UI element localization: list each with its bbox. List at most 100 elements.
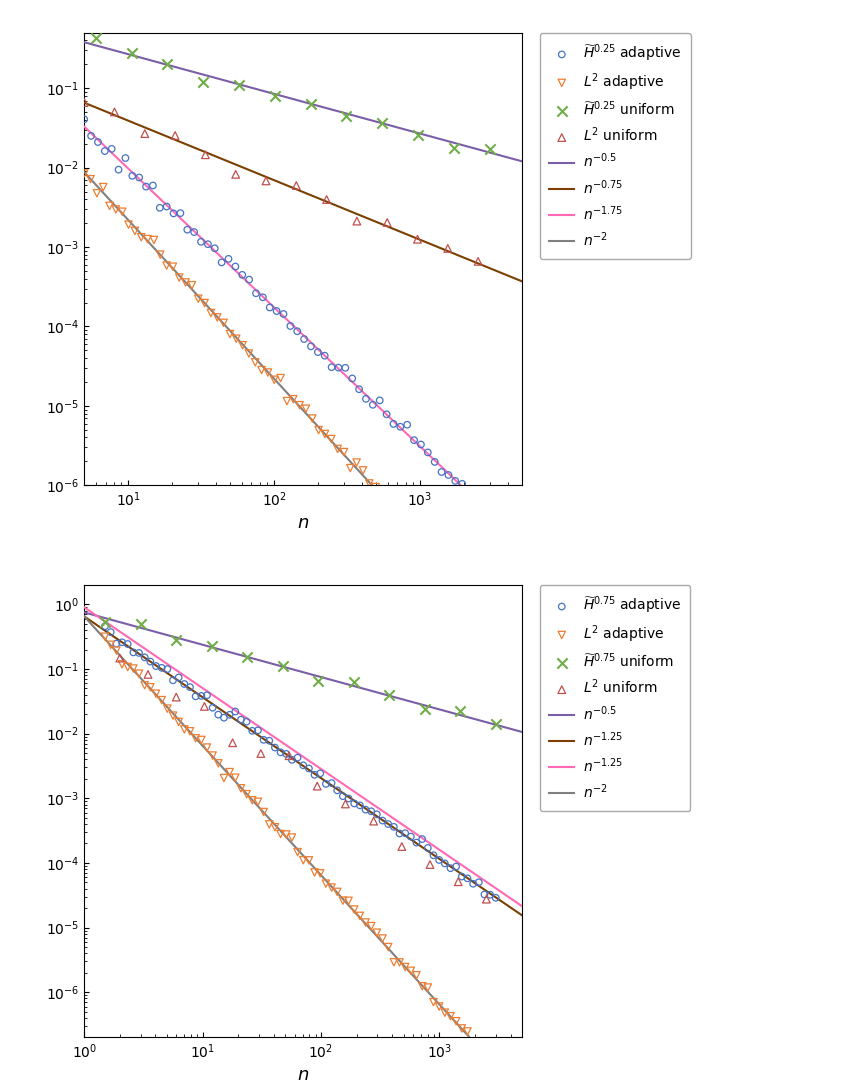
$L^2$ adaptive	[296, 852, 310, 869]
$L^2$ adaptive	[246, 792, 259, 809]
$\widetilde{H}^{0.75}$ adaptive	[392, 824, 406, 842]
X-axis label: $n$: $n$	[297, 1067, 309, 1084]
$\widetilde{H}^{0.75}$ adaptive	[161, 661, 174, 678]
$\widetilde{H}^{0.25}$ adaptive	[188, 224, 201, 241]
$n^{-1.25}$	[347, 793, 357, 806]
$\widetilde{H}^{0.25}$ adaptive	[263, 299, 276, 317]
$L^2$ uniform	[320, 191, 333, 209]
$\widetilde{H}^{0.25}$ uniform	[232, 76, 246, 94]
$L^2$ adaptive	[251, 793, 264, 810]
$n^{-0.75}$	[340, 202, 350, 215]
$L^2$ adaptive	[99, 628, 112, 645]
$\widetilde{H}^{0.75}$ adaptive	[325, 774, 338, 792]
$L^2$ adaptive	[350, 454, 364, 472]
Line: $n^{-0.5}$: $n^{-0.5}$	[84, 43, 522, 162]
$L^2$ adaptive	[149, 685, 163, 702]
$L^2$ uniform	[290, 177, 303, 194]
$L^2$ adaptive	[141, 230, 154, 248]
$L^2$ adaptive	[359, 914, 372, 931]
$n^{-0.5}$	[517, 155, 527, 168]
$\widetilde{H}^{0.25}$ adaptive	[456, 475, 469, 492]
$L^2$ adaptive	[466, 1035, 480, 1053]
$\widetilde{H}^{0.75}$ adaptive	[381, 816, 395, 833]
$\widetilde{H}^{0.25}$ adaptive	[167, 204, 180, 222]
$n^{-1.75}$	[476, 498, 486, 511]
$n^{-1.75}$	[347, 376, 357, 389]
$L^2$ adaptive	[135, 228, 148, 246]
$L^2$ adaptive	[286, 391, 300, 408]
$\widetilde{H}^{0.75}$ adaptive	[427, 846, 440, 864]
$\widetilde{H}^{0.75}$ adaptive	[217, 709, 231, 726]
$L^2$ adaptive	[257, 804, 270, 821]
$\widetilde{H}^{0.25}$ adaptive	[77, 110, 91, 128]
$\widetilde{H}^{0.25}$ adaptive	[428, 453, 441, 471]
$\widetilde{H}^{0.75}$ adaptive	[228, 703, 242, 721]
$\widetilde{H}^{0.75}$ adaptive	[263, 732, 276, 749]
$\widetilde{H}^{0.75}$ adaptive	[251, 722, 264, 739]
$\widetilde{H}^{0.75}$ adaptive	[206, 699, 220, 716]
$n^{-0.5}$	[81, 606, 91, 619]
$\widetilde{H}^{0.25}$ uniform	[268, 86, 281, 104]
$n^{-0.5}$	[476, 714, 486, 727]
$\widetilde{H}^{0.25}$ adaptive	[462, 480, 476, 498]
$n^{-1.75}$	[81, 121, 91, 134]
$L^2$ adaptive	[313, 865, 327, 882]
$\widetilde{H}^{0.25}$ adaptive	[256, 288, 269, 306]
$\widetilde{H}^{0.75}$ adaptive	[115, 633, 129, 651]
$L^2$ adaptive	[325, 879, 338, 897]
$L^2$ adaptive	[306, 410, 319, 427]
$L^2$ adaptive	[477, 596, 490, 614]
$n^{-2}$	[338, 893, 349, 906]
$\widetilde{H}^{0.75}$ adaptive	[269, 739, 282, 757]
$\widetilde{H}^{0.25}$ adaptive	[304, 337, 317, 355]
$n^{-1.25}$	[340, 787, 350, 800]
$L^2$ adaptive	[280, 392, 294, 410]
$\widetilde{H}^{0.75}$ adaptive	[472, 874, 486, 891]
$L^2$ uniform	[338, 795, 352, 812]
$L^2$ adaptive	[370, 924, 384, 941]
$\widetilde{H}^{0.75}$ adaptive	[348, 795, 361, 812]
$\widetilde{H}^{0.25}$ adaptive	[98, 142, 111, 159]
$L^2$ adaptive	[483, 612, 497, 629]
$L^2$ adaptive	[353, 907, 366, 925]
$L^2$ adaptive	[269, 819, 282, 836]
$\widetilde{H}^{0.75}$ adaptive	[308, 767, 322, 784]
$\widetilde{H}^{0.25}$ adaptive	[236, 266, 249, 284]
$L^2$ adaptive	[413, 529, 427, 546]
$n^{-0.75}$	[338, 202, 349, 215]
$L^2$ adaptive	[274, 369, 287, 387]
$\widetilde{H}^{0.25}$ adaptive	[401, 416, 414, 434]
$n^{-0.75}$	[347, 205, 357, 218]
$\widetilde{H}^{0.25}$ adaptive	[290, 322, 304, 340]
$\widetilde{H}^{0.75}$ adaptive	[166, 672, 179, 689]
$n^{-2}$	[476, 1043, 486, 1056]
$L^2$ adaptive	[115, 655, 129, 673]
$n^{-0.75}$	[517, 275, 527, 288]
$n^{-2}$	[448, 567, 458, 580]
$L^2$ adaptive	[464, 584, 477, 602]
$\widetilde{H}^{0.25}$ adaptive	[442, 466, 456, 484]
$\widetilde{H}^{0.75}$ adaptive	[290, 749, 304, 767]
$L^2$ adaptive	[84, 170, 98, 188]
$L^2$ adaptive	[299, 400, 312, 417]
$L^2$ adaptive	[166, 258, 179, 275]
$L^2$ adaptive	[132, 665, 146, 682]
$L^2$ adaptive	[248, 354, 262, 371]
$n^{-2}$	[338, 448, 349, 461]
$\widetilde{H}^{0.75}$ adaptive	[211, 705, 225, 723]
$\widetilde{H}^{0.75}$ adaptive	[489, 889, 503, 906]
$\widetilde{H}^{0.75}$ adaptive	[121, 636, 135, 653]
$\widetilde{H}^{0.25}$ uniform	[339, 107, 353, 124]
$L^2$ adaptive	[388, 501, 402, 519]
$n^{-2}$	[476, 597, 486, 610]
$L^2$ adaptive	[472, 1033, 486, 1051]
$L^2$ adaptive	[122, 216, 136, 234]
$L^2$ uniform	[472, 252, 485, 270]
$L^2$ adaptive	[336, 892, 349, 910]
$L^2$ adaptive	[290, 843, 304, 860]
$L^2$ adaptive	[147, 232, 161, 249]
$\widetilde{H}^{0.75}$ adaptive	[313, 764, 327, 782]
$L^2$ adaptive	[161, 700, 174, 717]
Line: $n^{-0.5}$: $n^{-0.5}$	[84, 613, 522, 732]
$\widetilde{H}^{0.75}$ adaptive	[178, 675, 191, 692]
